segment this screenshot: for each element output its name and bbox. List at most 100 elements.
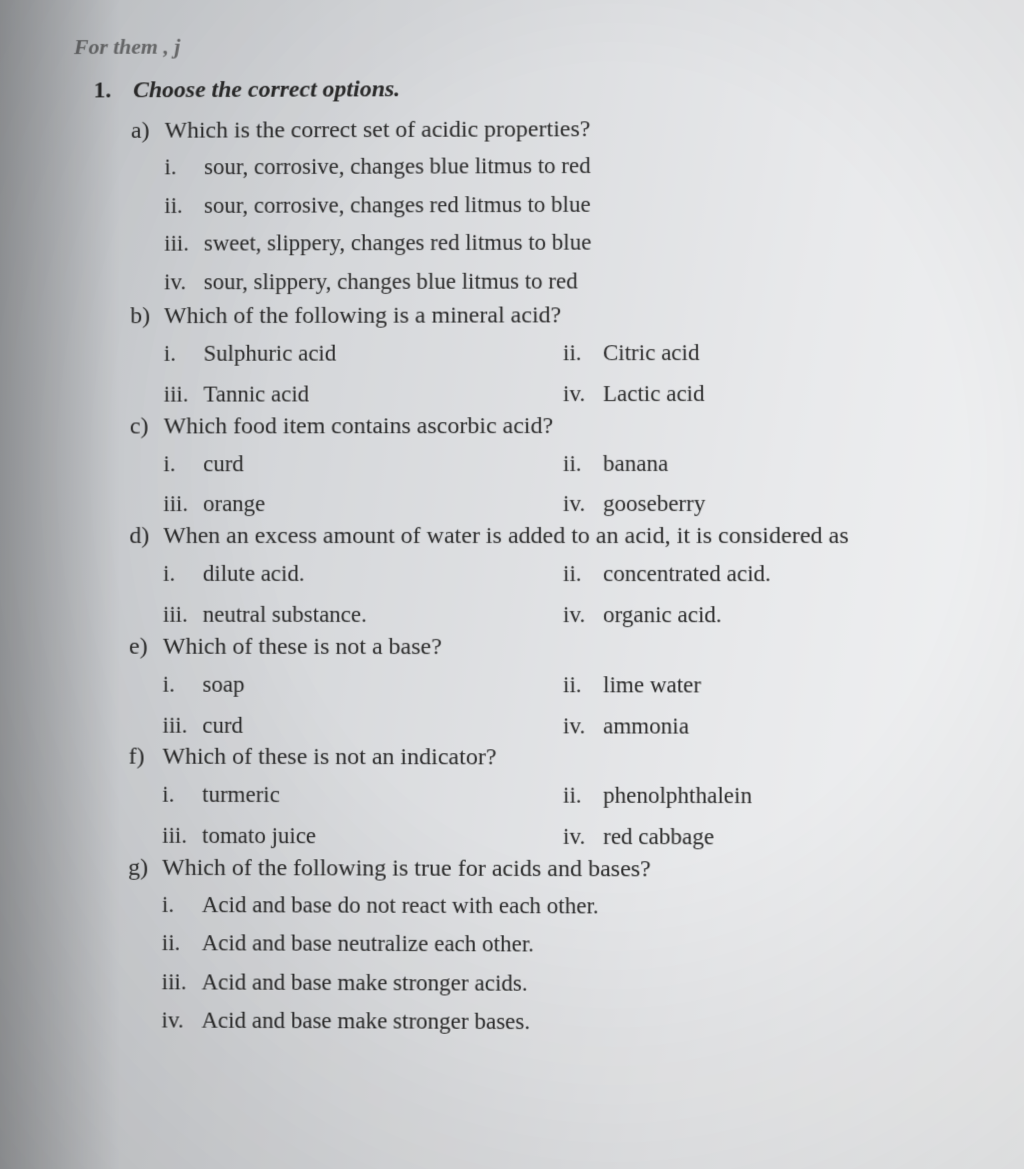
option-label: i. (164, 150, 204, 184)
option-cell: i.soap (163, 666, 563, 703)
option-text: phenolphthalein (603, 778, 752, 815)
option-label: ii. (563, 335, 603, 372)
option-label: iv. (563, 708, 603, 745)
option-text: sour, corrosive, changes red litmus to b… (204, 187, 591, 222)
sub-question-line: f)Which of these is not an indicator? (129, 744, 967, 773)
option-label: ii. (563, 778, 603, 815)
option-cell: ii.banana (563, 445, 965, 482)
sub-question: b)Which of the following is a mineral ac… (130, 302, 965, 330)
option-text: orange (203, 487, 265, 524)
option-text: tomato juice (202, 818, 316, 855)
sub-question-label: b) (130, 303, 164, 330)
option-label: ii. (563, 446, 603, 483)
sub-question-label: g) (128, 855, 162, 882)
option-label: i. (163, 446, 203, 483)
option-row: iv.Acid and base make stronger bases. (161, 1004, 967, 1042)
sub-question-text: Which of these is not an indicator? (162, 744, 966, 773)
option-label: i. (164, 336, 204, 373)
option-cell: iv.red cabbage (563, 819, 967, 857)
sub-question-label: a) (131, 118, 165, 145)
option-cell: iii.orange (163, 486, 563, 523)
option-label: i. (163, 556, 203, 593)
sub-question-line: e)Which of these is not a base? (129, 634, 966, 662)
option-label: i. (162, 777, 202, 814)
option-cell: iv.organic acid. (563, 597, 966, 634)
option-cell: i.curd (163, 446, 563, 483)
option-label: iii. (163, 487, 203, 524)
option-cell: iii.Tannic acid (164, 376, 563, 413)
options-grid: i.turmeric ii.phenolphthalein iii.tomato j… (162, 777, 967, 857)
sub-question-text: Which of the following is a mineral acid… (164, 302, 965, 330)
sub-question-label: e) (129, 634, 163, 661)
option-text: soap (202, 667, 244, 704)
sub-question: a)Which is the correct set of acidic pro… (131, 115, 964, 145)
sub-question-text: Which of these is not a base? (163, 634, 966, 662)
sub-question-line: a)Which is the correct set of acidic pro… (131, 115, 964, 145)
options-grid: i.curdii.bananaiii.orangeiv.gooseberry (163, 445, 965, 523)
sub-question-label: d) (129, 523, 163, 550)
option-text: neutral substance. (203, 597, 367, 634)
option-text: lime water (603, 667, 701, 704)
option-row: iv.sour, slippery, changes blue litmus t… (164, 263, 965, 299)
option-cell: ii.Citric acid (563, 335, 965, 372)
option-label: iv. (161, 1004, 201, 1039)
main-number: 1. (93, 78, 115, 105)
option-text: Citric acid (603, 335, 700, 372)
option-text: Lactic acid (603, 376, 705, 413)
sub-question: g)Which of the following is true for aci… (128, 855, 967, 885)
option-label: ii. (164, 189, 204, 223)
option-label: iii. (162, 965, 202, 1000)
sub-question: d)When an excess amount of water is adde… (129, 523, 965, 550)
option-text: curd (202, 707, 243, 744)
option-row: ii.sour, corrosive, changes red litmus t… (164, 186, 964, 223)
sub-question-label: c) (130, 413, 164, 440)
questions-list: a)Which is the correct set of acidic pro… (90, 115, 968, 1042)
option-row: iii.sweet, slippery, changes red litmus … (164, 225, 964, 261)
option-label: ii. (563, 667, 603, 704)
option-text: concentrated acid. (603, 556, 771, 593)
option-cell: ii.concentrated acid. (563, 556, 966, 593)
option-text: Acid and base make stronger acids. (202, 965, 528, 1001)
option-text: sweet, slippery, changes red litmus to b… (204, 226, 592, 261)
option-label: ii. (563, 556, 603, 593)
option-text: gooseberry (603, 486, 705, 523)
options-grid: i.dilute acid.ii.concentrated acid.iii.n… (163, 556, 966, 634)
option-cell: i.dilute acid. (163, 556, 563, 593)
sub-question-line: d)When an excess amount of water is adde… (129, 523, 965, 550)
option-cell: iv.gooseberry (563, 486, 966, 523)
option-label: ii. (162, 927, 202, 962)
option-text: sour, corrosive, changes blue litmus to … (204, 149, 591, 184)
option-label: iii. (162, 818, 202, 855)
options-block: i.Acid and base do not react with each o… (161, 888, 967, 1042)
sub-question-label: f) (129, 744, 163, 771)
option-label: iv. (164, 265, 204, 299)
option-text: Acid and base do not react with each oth… (202, 888, 599, 924)
sub-question-line: c)Which food item contains ascorbic acid… (130, 412, 965, 440)
sub-question-text: Which food item contains ascorbic acid? (164, 412, 966, 440)
sub-question-line: g)Which of the following is true for aci… (128, 855, 967, 885)
option-text: Acid and base neutralize each other. (202, 927, 534, 963)
main-question: 1. Choose the correct options. (93, 74, 964, 104)
option-cell: iii.curd (162, 707, 563, 745)
option-label: iv. (563, 597, 603, 634)
option-text: red cabbage (603, 819, 714, 856)
sub-question-text: When an excess amount of water is added … (163, 523, 966, 550)
option-cell: ii.phenolphthalein (563, 778, 967, 816)
options-block: i.sour, corrosive, changes blue litmus t… (164, 148, 965, 299)
options-grid: i.soapii.lime wateriii.curdiv.ammonia (162, 666, 966, 745)
option-text: Tannic acid (203, 376, 309, 413)
partial-header: For them , j (74, 30, 964, 60)
option-cell: iv.Lactic acid (563, 375, 965, 412)
option-text: sour, slippery, changes blue litmus to r… (204, 264, 578, 299)
option-label: iii. (164, 376, 204, 413)
option-text: turmeric (202, 777, 280, 814)
option-label: i. (163, 666, 203, 703)
option-text: Acid and base make stronger bases. (201, 1004, 530, 1040)
sub-question: f)Which of these is not an indicator? (129, 744, 967, 773)
option-cell: ii.lime water (563, 667, 966, 704)
option-text: curd (203, 446, 244, 483)
page-content: For them , j 1. Choose the correct optio… (90, 30, 968, 1042)
option-text: dilute acid. (203, 556, 305, 593)
option-text: banana (603, 446, 668, 483)
main-text: Choose the correct options. (133, 76, 400, 104)
